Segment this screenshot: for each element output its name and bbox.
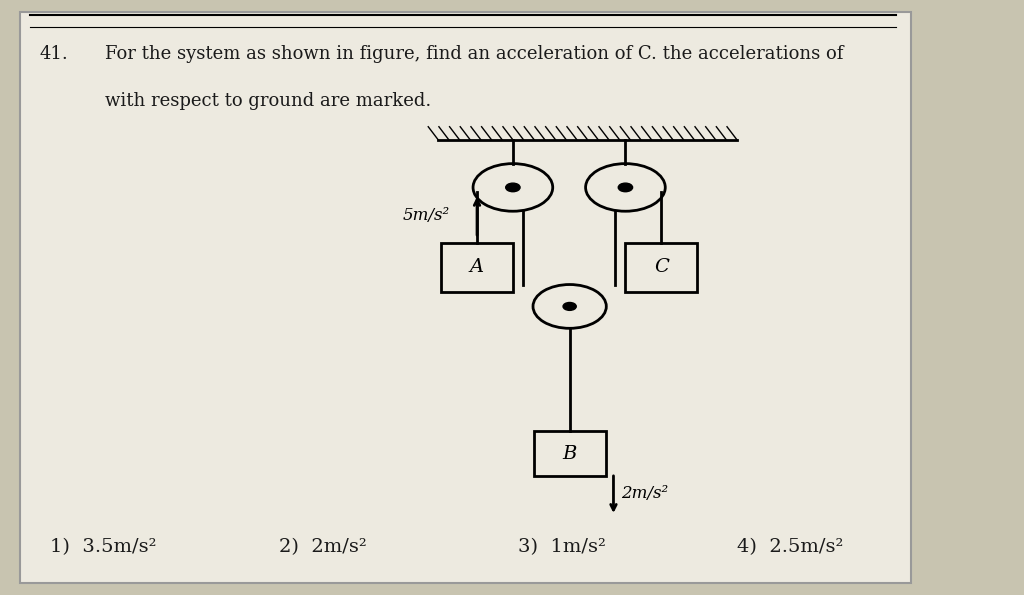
Circle shape	[506, 183, 520, 192]
Text: A: A	[470, 258, 484, 276]
Text: B: B	[562, 444, 577, 463]
Text: 5m/s²: 5m/s²	[402, 208, 450, 224]
Circle shape	[618, 183, 633, 192]
Text: 2)  2m/s²: 2) 2m/s²	[279, 538, 367, 556]
Text: 41.: 41.	[40, 45, 69, 62]
Bar	[626, 243, 697, 292]
Bar	[534, 431, 605, 476]
Text: 4)  2.5m/s²: 4) 2.5m/s²	[737, 538, 844, 556]
Text: 1)  3.5m/s²: 1) 3.5m/s²	[50, 538, 157, 556]
Text: 3)  1m/s²: 3) 1m/s²	[518, 538, 606, 556]
Text: C: C	[654, 258, 669, 276]
Text: 2m/s²: 2m/s²	[622, 486, 669, 502]
Text: with respect to ground are marked.: with respect to ground are marked.	[104, 92, 431, 110]
Text: For the system as shown in figure, find an acceleration of C. the accelerations : For the system as shown in figure, find …	[104, 45, 843, 62]
Bar	[441, 243, 513, 292]
Circle shape	[563, 302, 577, 311]
